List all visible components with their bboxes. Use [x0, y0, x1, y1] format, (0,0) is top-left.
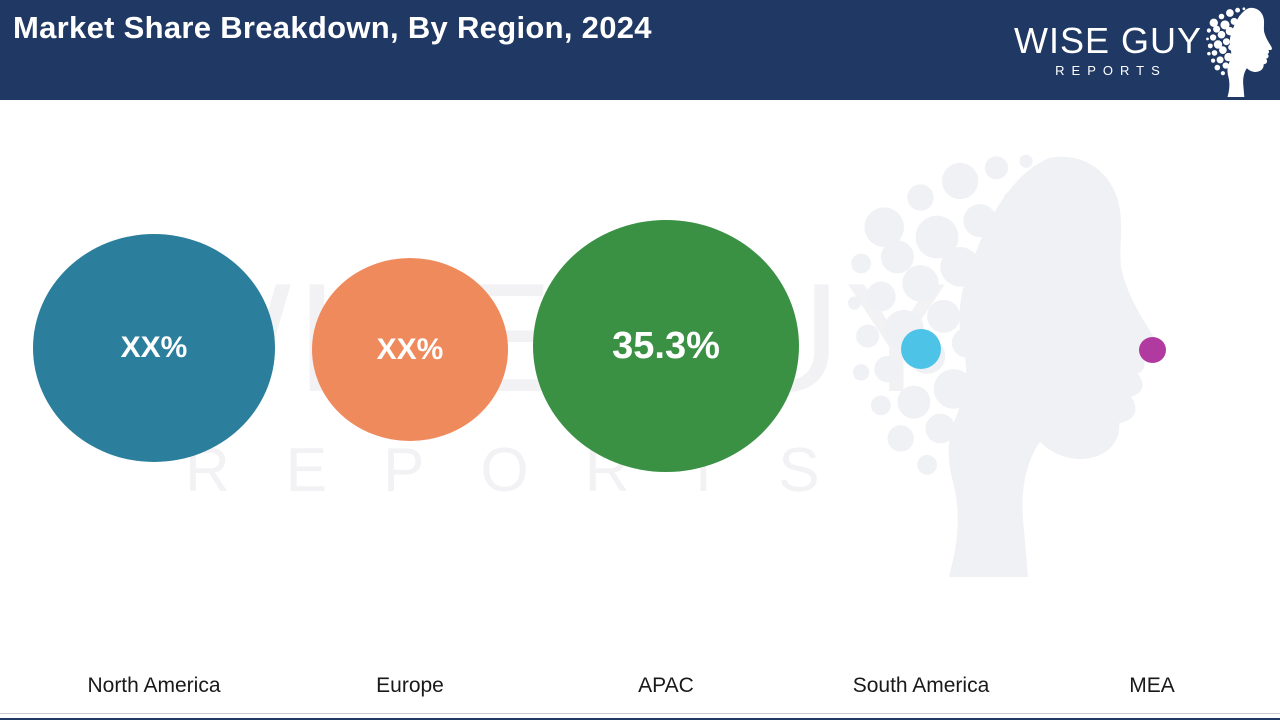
page-title: Market Share Breakdown, By Region, 2024 — [13, 10, 652, 45]
region-label-mea: MEA — [1129, 674, 1175, 697]
bubble-apac: 35.3% — [533, 220, 799, 472]
bubble-value-apac: 35.3% — [612, 324, 720, 367]
region-label-south-america: South America — [852, 674, 990, 697]
region-label-europe: Europe — [376, 674, 444, 697]
watermark-head-profile-icon — [838, 148, 1168, 577]
region-label-north-america: North America — [87, 674, 221, 697]
region-label-apac: APAC — [638, 674, 694, 697]
header-bar: Market Share Breakdown, By Region, 2024 … — [0, 0, 1280, 100]
wise-guy-reports-logo: WISE GUY REPORTS — [1014, 0, 1274, 100]
bubble-south-america — [901, 329, 941, 369]
logo-text: WISE GUY REPORTS — [1013, 19, 1202, 78]
watermark-tagline-text: REPORTS — [185, 436, 876, 505]
logo-brand-text: WISE GUY — [1013, 19, 1202, 61]
logo-tagline-text: REPORTS — [1055, 62, 1167, 78]
bubble-mea — [1139, 337, 1166, 363]
bubble-europe: XX% — [312, 258, 508, 441]
footer-accent-bar — [0, 718, 1280, 720]
bubble-value-north-america: XX% — [120, 331, 188, 364]
logo-head-profile-icon — [1204, 6, 1274, 97]
footer-divider — [0, 713, 1280, 714]
bubble-value-europe: XX% — [376, 332, 444, 366]
bubble-north-america: XX% — [33, 234, 275, 462]
